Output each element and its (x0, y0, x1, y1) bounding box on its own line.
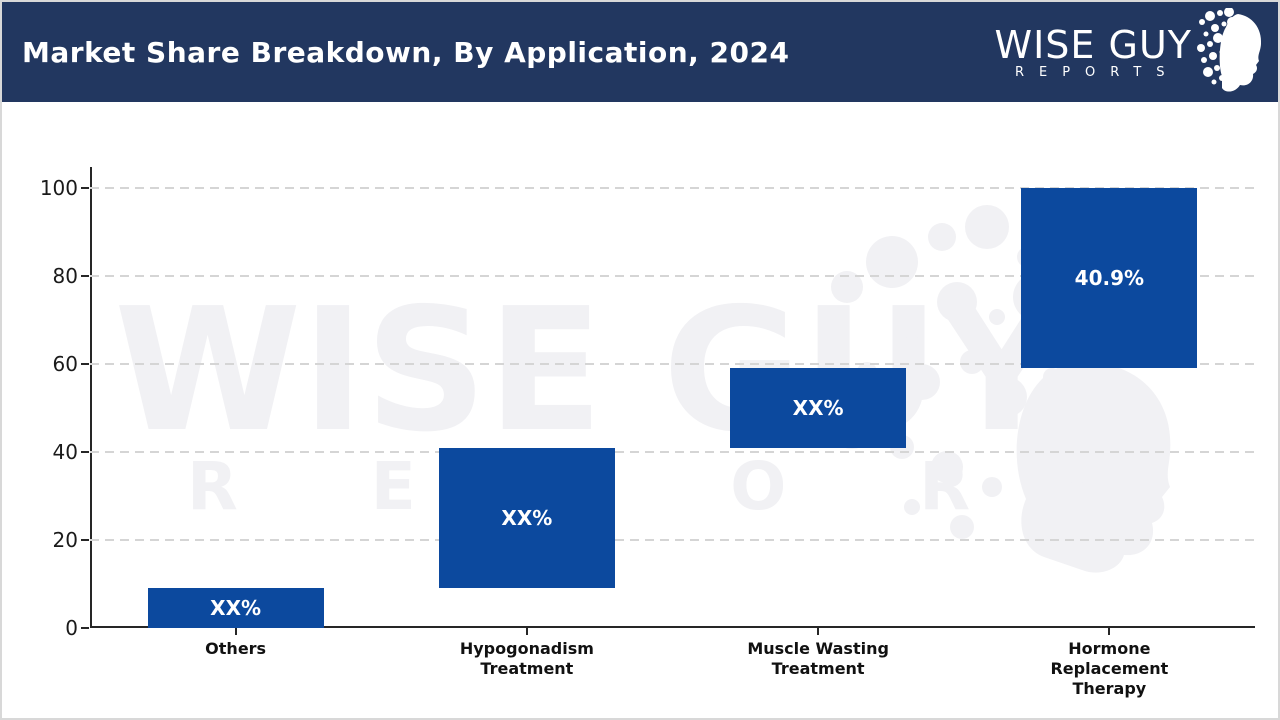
y-tick-label: 60 (52, 352, 78, 377)
y-tick-mark (81, 627, 89, 629)
chart-title: Market Share Breakdown, By Application, … (22, 35, 790, 69)
x-category-label: Others (205, 639, 267, 658)
y-tick-mark (81, 539, 89, 542)
x-tick-mark (817, 628, 820, 635)
gridline-40 (90, 451, 1255, 454)
gridline-20 (90, 539, 1255, 542)
gridline-100 (90, 187, 1255, 190)
gridline-60 (90, 363, 1255, 366)
y-tick-label: 40 (52, 440, 78, 465)
y-tick-label: 20 (52, 528, 78, 553)
bar-value-label: XX% (210, 596, 262, 621)
logo-face-icon (1197, 8, 1262, 92)
y-tick-label: 80 (52, 264, 78, 289)
bar-segment: XX% (730, 368, 907, 448)
x-tick-mark (1108, 628, 1111, 635)
logo-subtitle: REPORTS (1014, 64, 1180, 80)
x-category-label: Muscle Wasting Treatment (747, 639, 889, 678)
x-category-label: Hormone Replacement Therapy (1050, 639, 1169, 698)
logo-wordmark: WISE GUY (994, 22, 1192, 67)
x-tick-mark (234, 628, 237, 635)
y-tick-mark (81, 363, 89, 366)
gridline-80 (90, 275, 1255, 278)
y-tick-mark (81, 275, 89, 278)
x-category-label: Hypogonadism Treatment (459, 639, 594, 678)
bar-value-label: XX% (792, 396, 844, 421)
y-tick-mark (81, 187, 89, 190)
bar-segment: XX% (147, 588, 324, 628)
header-band: Market Share Breakdown, By Application, … (2, 2, 1278, 102)
bar-segment: XX% (438, 447, 615, 589)
bar-value-label: XX% (501, 506, 553, 531)
bar-value-label: 40.9% (1074, 266, 1145, 291)
bar-segment: 40.9% (1021, 188, 1198, 369)
y-tick-label: 100 (39, 176, 78, 201)
logo-text: WISE GUY REPORTS (995, 25, 1192, 80)
wise-guy-reports-logo: WISE GUY REPORTS (995, 6, 1266, 98)
y-tick-mark (81, 451, 89, 454)
watermark-face (1016, 362, 1171, 573)
y-tick-label: 0 (65, 616, 78, 640)
x-tick-mark (525, 628, 528, 635)
